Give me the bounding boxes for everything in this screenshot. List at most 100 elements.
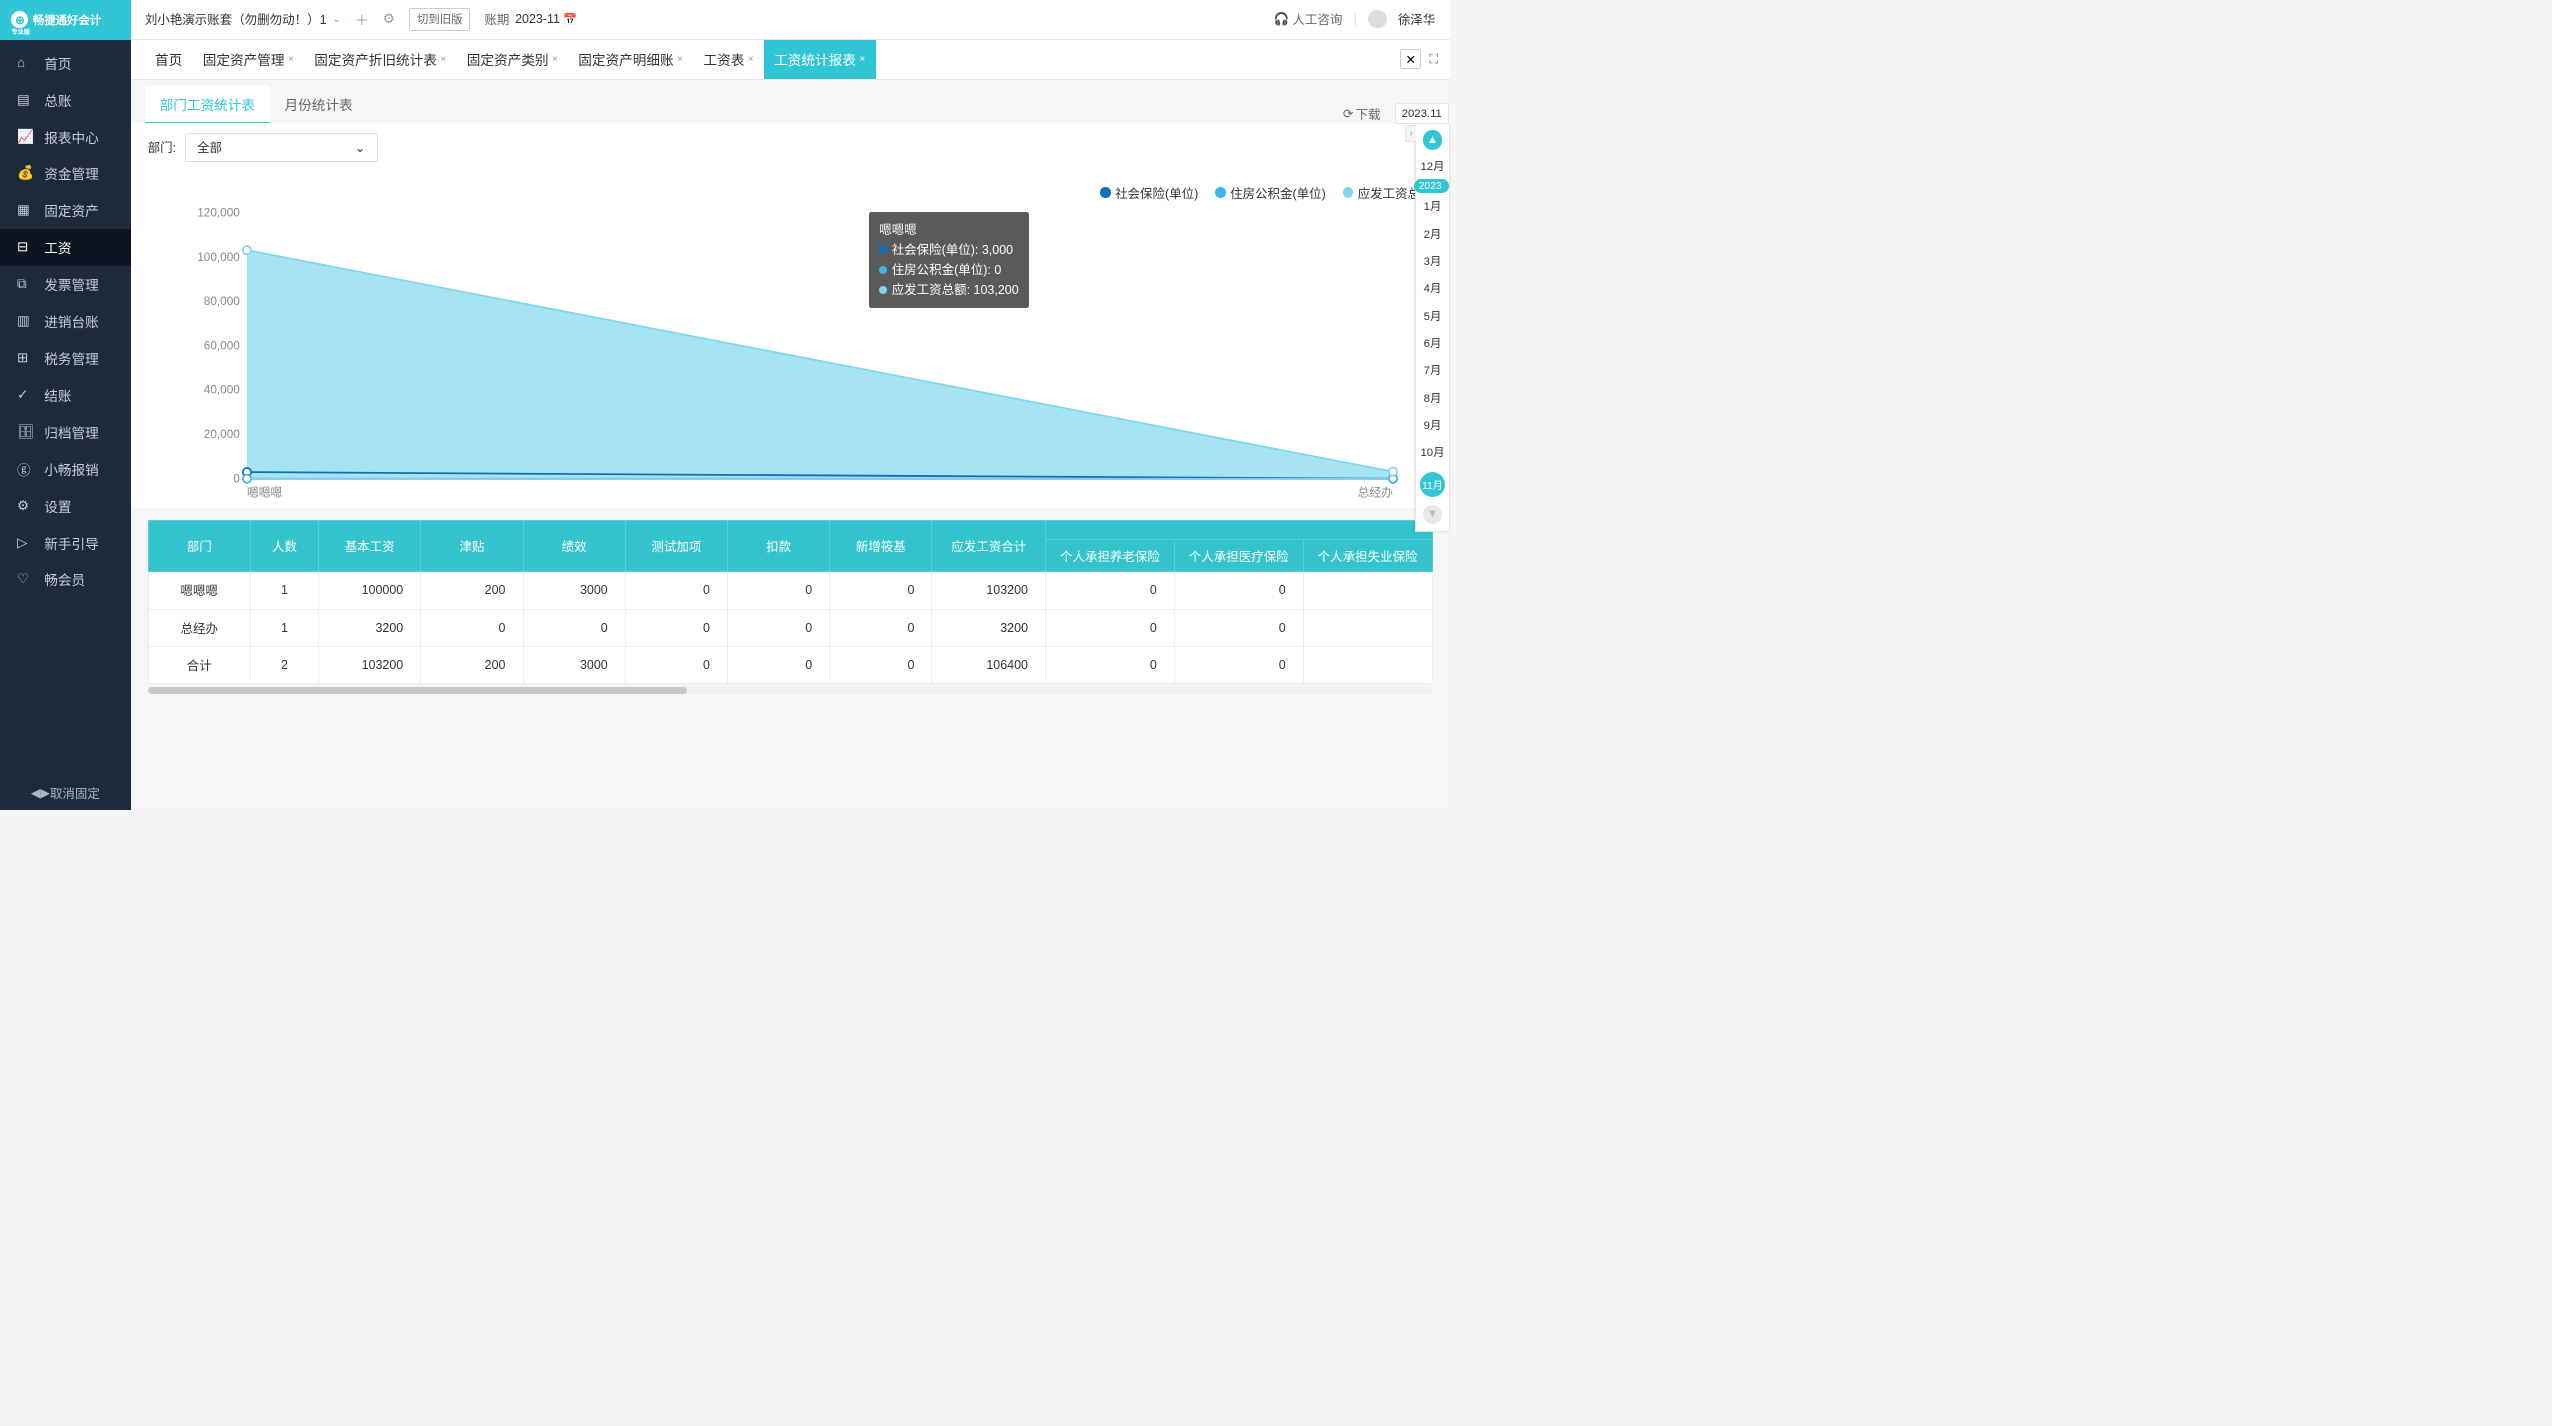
calendar-icon[interactable]: 📅 (563, 12, 577, 26)
subtab-0[interactable]: 部门工资统计表 (145, 86, 270, 123)
nav-icon-2: 📈 (17, 129, 34, 145)
period-value[interactable]: 2023-11 (515, 12, 560, 26)
col-allow: 津贴 (421, 520, 523, 572)
tab-3[interactable]: 固定资产类别× (457, 40, 569, 79)
sidebar-item-6[interactable]: ⧉ 发票管理 (0, 266, 131, 303)
account-dropdown-icon[interactable]: ⌄ (332, 14, 341, 25)
sidebar-item-7[interactable]: ▥ 进销台账 (0, 303, 131, 340)
logo[interactable]: ⊕ 畅捷通好会计 专业版 (0, 0, 131, 40)
table-horizontal-scrollbar[interactable] (148, 687, 1433, 694)
sidebar-item-4[interactable]: ▦固定资产 (0, 192, 131, 229)
dept-filter-label: 部门: (148, 138, 176, 156)
tab-close-icon[interactable]: × (677, 54, 683, 65)
nav-icon-12: ⚙ (17, 498, 34, 514)
col-count: 人数 (250, 520, 318, 572)
month-item-2月[interactable]: 2月 (1416, 220, 1448, 247)
tab-close-icon[interactable]: × (440, 54, 446, 65)
sidebar-item-8[interactable]: ⊞税务管理 (0, 340, 131, 377)
sidebar-item-1[interactable]: ▤总账 (0, 81, 131, 118)
sidebar-item-11[interactable]: ⓖ小畅报销 (0, 450, 131, 487)
tab-close-icon[interactable]: × (552, 54, 558, 65)
col-perf: 绩效 (523, 520, 625, 572)
user-avatar[interactable] (1368, 10, 1386, 28)
tab-4[interactable]: 固定资产明细账× (568, 40, 693, 79)
tab-5[interactable]: 工资表× (693, 40, 764, 79)
sidebar-item-2[interactable]: 📈报表中心 (0, 118, 131, 155)
sidebar-item-13[interactable]: ▷新手引导 (0, 524, 131, 561)
subtabs: 部门工资统计表月份统计表 ⟳下载 ⟳刷新 (131, 80, 1450, 123)
account-name[interactable]: 刘小艳演示账套（勿删勿动！）1 (145, 10, 327, 28)
month-item-3月[interactable]: 3月 (1416, 247, 1448, 274)
col-deduct: 扣款 (727, 520, 829, 572)
tab-2[interactable]: 固定资产折旧统计表× (304, 40, 456, 79)
tab-0[interactable]: 首页 (145, 40, 193, 79)
svg-text:嗯嗯嗯: 嗯嗯嗯 (247, 486, 283, 500)
sidebar-item-9[interactable]: ✓结账 (0, 376, 131, 413)
sidebar: ⊕ 畅捷通好会计 专业版 ⌂ 首页 ▤总账📈报表中心💰资金管理▦固定资产⊟工资 ⧉ 发票… (0, 0, 131, 810)
table-row[interactable]: 合计2103200200300000010640000 (148, 646, 1432, 683)
month-item-6月[interactable]: 6月 (1416, 329, 1448, 356)
month-item-10月[interactable]: 10月 (1416, 439, 1448, 466)
month-item-4月[interactable]: 4月 (1416, 275, 1448, 302)
month-item-7月[interactable]: 7月 (1416, 357, 1448, 384)
dept-filter-select[interactable]: 全部 ⌄ (185, 133, 378, 162)
nav-label: 发票管理 (44, 274, 99, 294)
tab-1[interactable]: 固定资产管理× (193, 40, 305, 79)
nav-label: 设置 (44, 496, 71, 516)
page-tabs: 首页固定资产管理×固定资产折旧统计表×固定资产类别×固定资产明细账×工资表×工资… (131, 40, 1450, 80)
sidebar-unpin[interactable]: ◀▶取消固定 (0, 776, 131, 810)
user-name[interactable]: 徐泽华 (1398, 10, 1435, 28)
sidebar-item-10[interactable]: 🗄归档管理 (0, 413, 131, 450)
nav-icon-10: 🗄 (17, 424, 34, 440)
scrollbar-thumb[interactable] (148, 687, 688, 694)
month-picker-down[interactable]: ▼ (1423, 505, 1442, 524)
month-picker-up[interactable]: ▲ (1423, 130, 1442, 149)
logo-text: 畅捷通好会计 (33, 12, 101, 28)
close-all-tabs-button[interactable]: ✕ (1400, 49, 1420, 69)
month-item-11月[interactable]: 11月 (1416, 466, 1448, 502)
sidebar-item-3[interactable]: 💰资金管理 (0, 155, 131, 192)
subtab-1[interactable]: 月份统计表 (270, 86, 368, 123)
nav-icon-0: ⌂ (17, 55, 34, 70)
col-total: 应发工资合计 (932, 520, 1046, 572)
tab-close-icon[interactable]: × (288, 54, 294, 65)
nav-icon-7: ▥ (17, 313, 34, 329)
sidebar-item-12[interactable]: ⚙ 设置 (0, 487, 131, 524)
legend-item[interactable]: 住房公积金(单位) (1215, 184, 1325, 202)
add-account-icon[interactable]: ＋ (355, 9, 369, 29)
svg-text:20,000: 20,000 (203, 427, 240, 441)
download-button[interactable]: ⟳下载 (1343, 105, 1381, 123)
col-dept: 部门 (148, 520, 250, 572)
nav-label: 总账 (44, 90, 71, 110)
svg-text:40,000: 40,000 (203, 383, 240, 397)
col-base: 基本工资 (319, 520, 421, 572)
nav-icon-6: ⧉ (17, 276, 34, 292)
nav-label: 结账 (44, 385, 71, 405)
month-item-1月[interactable]: 1月 (1416, 193, 1448, 220)
month-item-9月[interactable]: 9月 (1416, 411, 1448, 438)
nav-icon-13: ▷ (17, 535, 34, 551)
legend-item[interactable]: 社会保险(单位) (1100, 184, 1198, 202)
sidebar-item-0[interactable]: ⌂ 首页 (0, 44, 131, 81)
sidebar-item-5[interactable]: ⊟工资 (0, 229, 131, 266)
support-button[interactable]: 🎧 人工咨询 (1274, 10, 1343, 28)
tab-6[interactable]: 工资统计报表× (764, 40, 876, 79)
month-item-8月[interactable]: 8月 (1416, 384, 1448, 411)
table-row[interactable]: 总经办1320000000320000 (148, 609, 1432, 646)
switch-old-version-button[interactable]: 切到旧版 (409, 8, 470, 31)
account-settings-icon[interactable]: ⚙ (383, 11, 395, 27)
month-item-5月[interactable]: 5月 (1416, 302, 1448, 329)
nav-label: 进销台账 (44, 311, 99, 331)
month-picker-collapse[interactable]: › (1405, 125, 1416, 142)
salary-chart[interactable]: 020,00040,00060,00080,000100,000120,000嗯… (148, 207, 1433, 502)
col-newadj: 新增筱基 (830, 520, 932, 572)
chevron-down-icon: ⌄ (355, 140, 365, 155)
fullscreen-icon[interactable]: ⛶ (1429, 52, 1438, 67)
nav-label: 首页 (44, 53, 71, 73)
table-row[interactable]: 嗯嗯嗯1100000200300000010320000 (148, 572, 1432, 609)
tab-close-icon[interactable]: × (859, 54, 865, 65)
tab-close-icon[interactable]: × (748, 54, 754, 65)
nav-icon-3: 💰 (17, 165, 34, 181)
sidebar-item-14[interactable]: ♡畅会员 (0, 561, 131, 598)
month-item-12月[interactable]: 12月 (1416, 152, 1448, 179)
